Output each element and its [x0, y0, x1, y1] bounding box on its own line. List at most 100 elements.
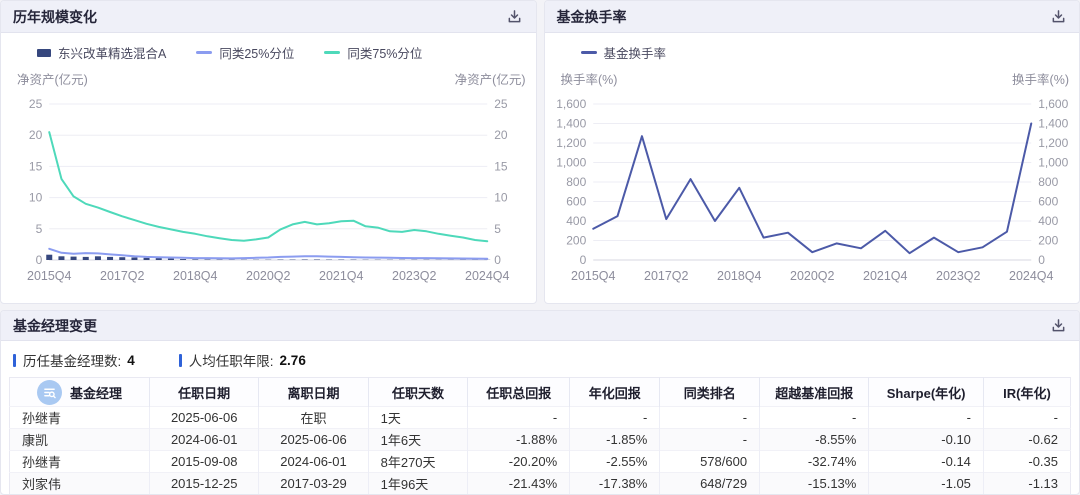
panel-manager-changes: 基金经理变更 历任基金经理数: 4 人均任职年限: 2.76 基金经理 任职日期 离… — [0, 310, 1080, 495]
table-cell: -17.38% — [569, 472, 660, 494]
header-label: 离职日期 — [287, 385, 340, 401]
panel-scale-history: 历年规模变化 东兴改革精选混合A 同类25%分位 同类75%分位 净资产(亿元) 净… — [0, 0, 537, 304]
scale-chart[interactable]: 0 0 5 5 10 10 15 15 20 20 25 25 2015Q4 2017Q2 2018Q4 20… — [1, 88, 536, 298]
panel-title: 基金换手率 — [556, 8, 627, 25]
svg-text:400: 400 — [566, 214, 586, 228]
table-row: 孙继青 2025-06-06 在职 1天 - - - - - - — [9, 406, 1071, 429]
svg-text:2020Q2: 2020Q2 — [790, 269, 835, 283]
panel-manager-header: 基金经理变更 — [1, 311, 1079, 341]
svg-text:25: 25 — [29, 97, 43, 111]
header-label: 年化回报 — [588, 385, 641, 401]
table-header-cell: 任职天数 — [367, 377, 468, 407]
table-cell: 2015-12-25 — [149, 472, 259, 494]
svg-text:5: 5 — [36, 222, 43, 236]
svg-text:600: 600 — [1038, 195, 1058, 209]
table-cell: 1年6天 — [367, 428, 468, 451]
table-cell: 在职 — [258, 406, 369, 429]
stat-manager-count: 历任基金经理数: 4 — [13, 350, 135, 370]
download-icon[interactable] — [1049, 8, 1067, 26]
table-cell: 2015-09-08 — [149, 450, 259, 473]
svg-text:2018Q4: 2018Q4 — [717, 269, 762, 283]
svg-text:2017Q2: 2017Q2 — [644, 269, 689, 283]
y-axis-name-left: 净资产(亿元) — [17, 73, 88, 87]
table-cell: - — [868, 406, 984, 429]
table-cell: 2025-06-06 — [149, 406, 259, 429]
svg-text:800: 800 — [566, 175, 586, 189]
table-row: 孙继青 2015-09-08 2024-06-01 8年270天 -20.20% -2.5… — [9, 450, 1071, 473]
legend-label: 同类25%分位 — [219, 47, 295, 61]
svg-text:800: 800 — [1038, 175, 1058, 189]
table-cell: -0.10 — [868, 428, 984, 451]
svg-text:15: 15 — [29, 159, 43, 173]
table-cell: 孙继青 — [9, 406, 150, 429]
table-cell: -21.43% — [467, 472, 570, 494]
legend-label: 基金换手率 — [603, 47, 667, 61]
table-header-cell: Sharpe(年化) — [868, 377, 984, 407]
table-cell: 2017-03-29 — [258, 472, 369, 494]
svg-text:1,600: 1,600 — [1038, 97, 1068, 111]
svg-text:1,400: 1,400 — [1038, 117, 1068, 131]
top-row: 历年规模变化 东兴改革精选混合A 同类25%分位 同类75%分位 净资产(亿元) 净… — [0, 0, 1080, 304]
svg-text:5: 5 — [494, 222, 501, 236]
table-cell: 1天 — [367, 406, 468, 429]
y-axis-name-right: 换手率(%) — [1012, 73, 1069, 87]
svg-text:20: 20 — [494, 128, 508, 142]
svg-text:2024Q4: 2024Q4 — [1009, 269, 1054, 283]
svg-text:2023Q2: 2023Q2 — [392, 269, 437, 283]
table-cell: 2025-06-06 — [258, 428, 369, 451]
header-label: 同类排名 — [683, 385, 736, 401]
list-search-icon — [37, 379, 63, 405]
svg-text:20: 20 — [29, 128, 43, 142]
stat-marker — [13, 353, 16, 367]
table-cell: 8年270天 — [367, 450, 468, 473]
table-header-cell: 超越基准回报 — [759, 377, 869, 407]
download-icon[interactable] — [1049, 317, 1067, 335]
legend-item-line[interactable]: 同类75%分位 — [324, 43, 422, 62]
turnover-chart-legend: 基金换手率 — [580, 43, 1080, 62]
legend-item-bar[interactable]: 东兴改革精选混合A — [37, 43, 166, 62]
y-axis-name-right: 净资产(亿元) — [454, 73, 526, 87]
turnover-axis-names: 换手率(%) 换手率(%) — [545, 69, 1080, 88]
table-cell: 648/729 — [659, 472, 760, 494]
svg-text:1,000: 1,000 — [1038, 156, 1068, 170]
table-cell: -2.55% — [569, 450, 660, 473]
svg-text:10: 10 — [29, 191, 43, 205]
stat-average-tenure: 人均任职年限: 2.76 — [178, 350, 306, 370]
table-cell: -15.13% — [759, 472, 869, 494]
table-header-cell: IR(年化) — [982, 377, 1071, 407]
table-cell: 1年96天 — [367, 472, 468, 494]
panel-title: 基金经理变更 — [13, 317, 97, 334]
header-label: 任职总回报 — [486, 385, 552, 401]
svg-text:15: 15 — [494, 159, 508, 173]
svg-text:200: 200 — [566, 234, 586, 248]
table-cell: 孙继青 — [9, 450, 150, 473]
svg-text:10: 10 — [494, 191, 508, 205]
svg-text:2017Q2: 2017Q2 — [100, 269, 145, 283]
stat-value: 2.76 — [279, 352, 306, 368]
svg-text:2024Q4: 2024Q4 — [465, 269, 510, 283]
y-axis-name-left: 换手率(%) — [560, 73, 618, 87]
turnover-chart[interactable]: 0 0 200 200 400 400 600 600 800 800 1,000 1,000 1,20… — [545, 88, 1080, 298]
table-header-cell: 任职总回报 — [467, 377, 570, 407]
header-label: 任职日期 — [178, 385, 231, 401]
svg-text:0: 0 — [1038, 253, 1045, 267]
svg-text:2020Q2: 2020Q2 — [246, 269, 291, 283]
panel-title: 历年规模变化 — [13, 8, 97, 25]
table-cell: - — [982, 406, 1071, 429]
table-cell: - — [467, 406, 570, 429]
legend-item-line[interactable]: 基金换手率 — [580, 43, 667, 62]
download-icon[interactable] — [506, 8, 524, 26]
table-cell: -0.62 — [982, 428, 1071, 451]
panel-scale-header: 历年规模变化 — [1, 1, 536, 33]
table-cell: 2024-06-01 — [258, 450, 369, 473]
header-label: 任职天数 — [391, 385, 444, 401]
svg-text:2023Q2: 2023Q2 — [936, 269, 981, 283]
table-row: 刘家伟 2015-12-25 2017-03-29 1年96天 -21.43% -17.3… — [9, 472, 1071, 494]
svg-text:0: 0 — [579, 253, 586, 267]
svg-text:2015Q4: 2015Q4 — [27, 269, 72, 283]
legend-item-line[interactable]: 同类25%分位 — [196, 43, 294, 62]
svg-text:2021Q4: 2021Q4 — [319, 269, 364, 283]
table-cell: - — [659, 406, 760, 429]
header-label: 超越基准回报 — [775, 385, 854, 401]
svg-text:1,600: 1,600 — [556, 97, 586, 111]
